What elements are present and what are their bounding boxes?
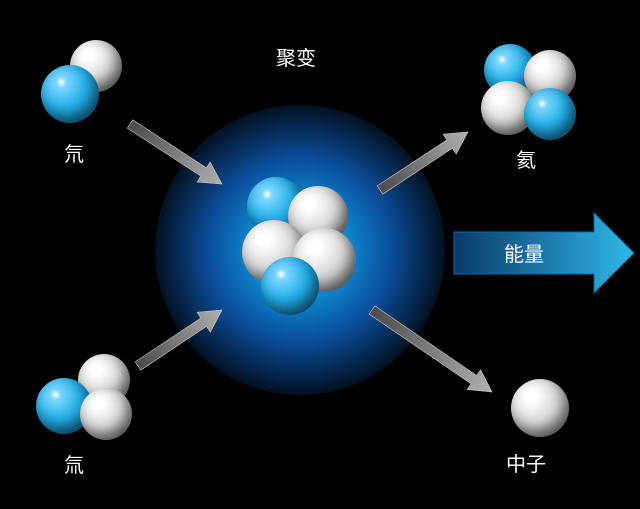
helium-sphere-3 (524, 88, 576, 140)
helium-label: 氦 (476, 144, 576, 173)
neutron-sphere-0 (511, 379, 569, 437)
deuterium-sphere-1 (41, 65, 99, 123)
title-label: 聚变 (246, 42, 346, 71)
tritium-label: 氚 (24, 449, 124, 478)
tritium-sphere-2 (80, 388, 132, 440)
center-sphere-4 (261, 257, 319, 315)
deuterium-label: 氘 (24, 138, 124, 167)
energy-label: 能量 (474, 238, 574, 267)
neutron-label: 中子 (476, 448, 576, 477)
